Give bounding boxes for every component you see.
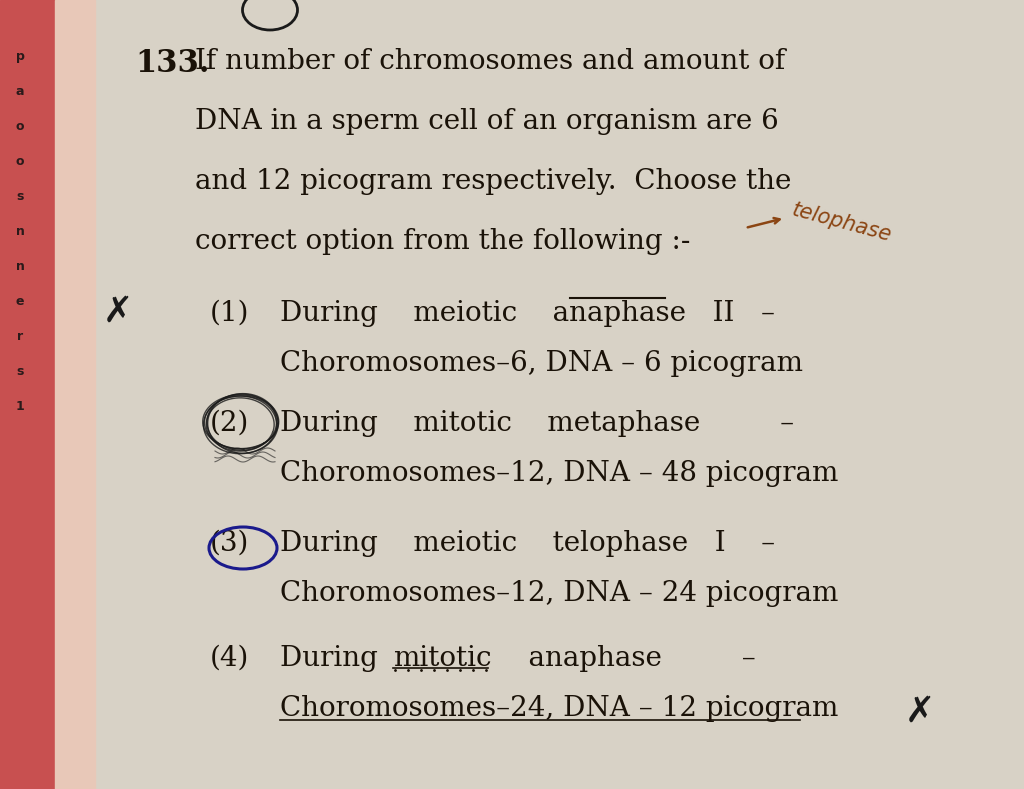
Bar (55, 0, 95, 789)
Text: s: s (16, 190, 24, 203)
Text: Choromosomes–6, DNA – 6 picogram: Choromosomes–6, DNA – 6 picogram (280, 350, 803, 377)
Text: (4): (4) (210, 645, 250, 672)
Text: mitotic: mitotic (393, 645, 492, 672)
Text: Choromosomes–12, DNA – 48 picogram: Choromosomes–12, DNA – 48 picogram (280, 460, 839, 487)
Text: Choromosomes–24, DNA – 12 picogram: Choromosomes–24, DNA – 12 picogram (280, 695, 839, 722)
Text: s: s (16, 365, 24, 378)
Text: n: n (15, 260, 25, 273)
Text: n: n (15, 225, 25, 238)
Text: (2): (2) (210, 410, 250, 437)
Text: o: o (15, 120, 25, 133)
Text: a: a (15, 85, 25, 98)
Text: Choromosomes–12, DNA – 24 picogram: Choromosomes–12, DNA – 24 picogram (280, 580, 839, 607)
Text: If number of chromosomes and amount of: If number of chromosomes and amount of (195, 48, 785, 75)
Text: (1): (1) (210, 300, 250, 327)
Text: anaphase         –: anaphase – (493, 645, 756, 672)
Text: During    meiotic    telophase   I    –: During meiotic telophase I – (280, 530, 775, 557)
Bar (0, 0, 55, 789)
Text: During: During (280, 645, 414, 672)
Text: ✗: ✗ (905, 695, 935, 729)
Text: During    mitotic    metaphase         –: During mitotic metaphase – (280, 410, 795, 437)
Text: (3): (3) (210, 530, 250, 557)
Text: 1: 1 (15, 400, 25, 413)
Text: e: e (15, 295, 25, 308)
Text: correct option from the following :-: correct option from the following :- (195, 228, 690, 255)
Text: ✗: ✗ (102, 295, 133, 329)
Text: telophase: telophase (790, 200, 894, 246)
Text: p: p (15, 50, 25, 63)
Text: and 12 picogram respectively.  Choose the: and 12 picogram respectively. Choose the (195, 168, 792, 195)
Text: DNA in a sperm cell of an organism are 6: DNA in a sperm cell of an organism are 6 (195, 108, 778, 135)
Text: r: r (17, 330, 24, 343)
Text: o: o (15, 155, 25, 168)
Text: 133.: 133. (135, 48, 210, 79)
Text: During    meiotic    anaphase   II   –: During meiotic anaphase II – (280, 300, 775, 327)
